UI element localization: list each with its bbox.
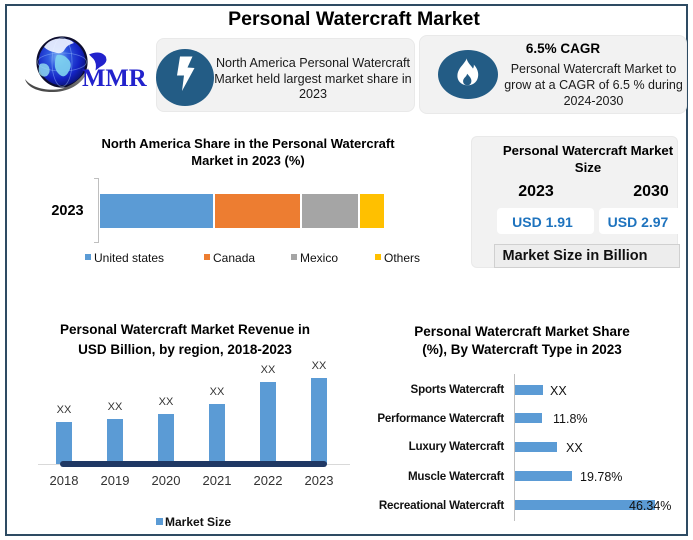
svg-text:MMR: MMR [82,65,148,92]
